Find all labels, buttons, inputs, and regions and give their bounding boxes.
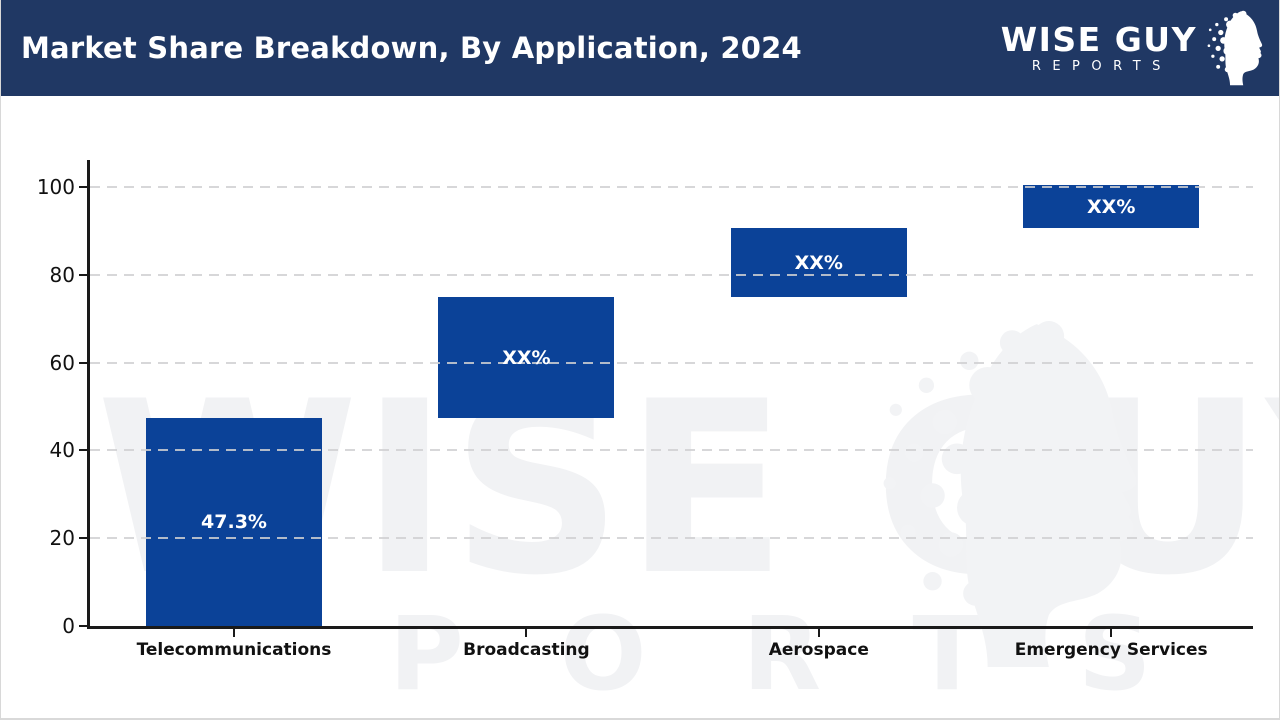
gridline-60 xyxy=(90,361,1253,364)
y-tick-label: 0 xyxy=(62,614,75,638)
bar-value-label: 47.3% xyxy=(201,511,267,534)
bar-broadcasting xyxy=(438,296,615,419)
y-axis-line xyxy=(87,160,90,629)
logo-text: WISE GUY REPORTS xyxy=(1001,23,1197,73)
gridline-40 xyxy=(90,449,1253,452)
y-tick-label: 20 xyxy=(49,526,75,551)
logo-wordmark: WISE GUY xyxy=(1000,20,1197,59)
y-tick-label: 80 xyxy=(49,262,75,287)
bar-aerospace xyxy=(730,228,907,297)
x-category-label: Telecommunications xyxy=(136,640,332,660)
bar-value-label: XX% xyxy=(794,251,843,274)
y-tick-label: 60 xyxy=(49,350,75,375)
x-category-label: Emergency Services xyxy=(1014,640,1208,660)
y-tick-mark xyxy=(79,361,87,364)
y-tick-mark xyxy=(79,273,87,276)
logo-subtitle: REPORTS xyxy=(1031,59,1172,74)
wise-guy-reports-logo: WISE GUY REPORTS xyxy=(1001,8,1267,88)
bar-telecommunications xyxy=(146,418,322,626)
gridline-80 xyxy=(90,273,1253,276)
page-title: Market Share Breakdown, By Application, … xyxy=(21,31,802,65)
gridline-100 xyxy=(90,186,1253,188)
y-tick-mark xyxy=(79,537,87,540)
y-tick-mark xyxy=(79,449,87,452)
y-tick-label: 40 xyxy=(49,438,75,463)
x-axis-line xyxy=(87,626,1253,629)
x-tick-mark xyxy=(233,629,235,637)
bar-emergency-services xyxy=(1023,185,1200,229)
x-tick-mark xyxy=(525,629,528,637)
waterfall-chart: WISE GUY PORTS 47.3%XX%XX%XX%02040608010… xyxy=(1,96,1279,718)
x-category-label: Broadcasting xyxy=(463,640,590,660)
y-tick-mark xyxy=(79,625,87,627)
bar-value-label: XX% xyxy=(1087,195,1136,218)
watermark-head-icon xyxy=(883,321,1137,667)
x-tick-mark xyxy=(817,629,820,637)
x-category-label: Aerospace xyxy=(768,640,869,660)
gridline-20 xyxy=(90,537,1253,540)
y-tick-label: 100 xyxy=(36,175,75,199)
dotted-head-icon xyxy=(1207,10,1263,86)
bar-value-label: XX% xyxy=(502,346,551,369)
x-tick-mark xyxy=(1110,629,1113,637)
header-bar: Market Share Breakdown, By Application, … xyxy=(1,0,1279,96)
y-tick-mark xyxy=(79,186,87,188)
